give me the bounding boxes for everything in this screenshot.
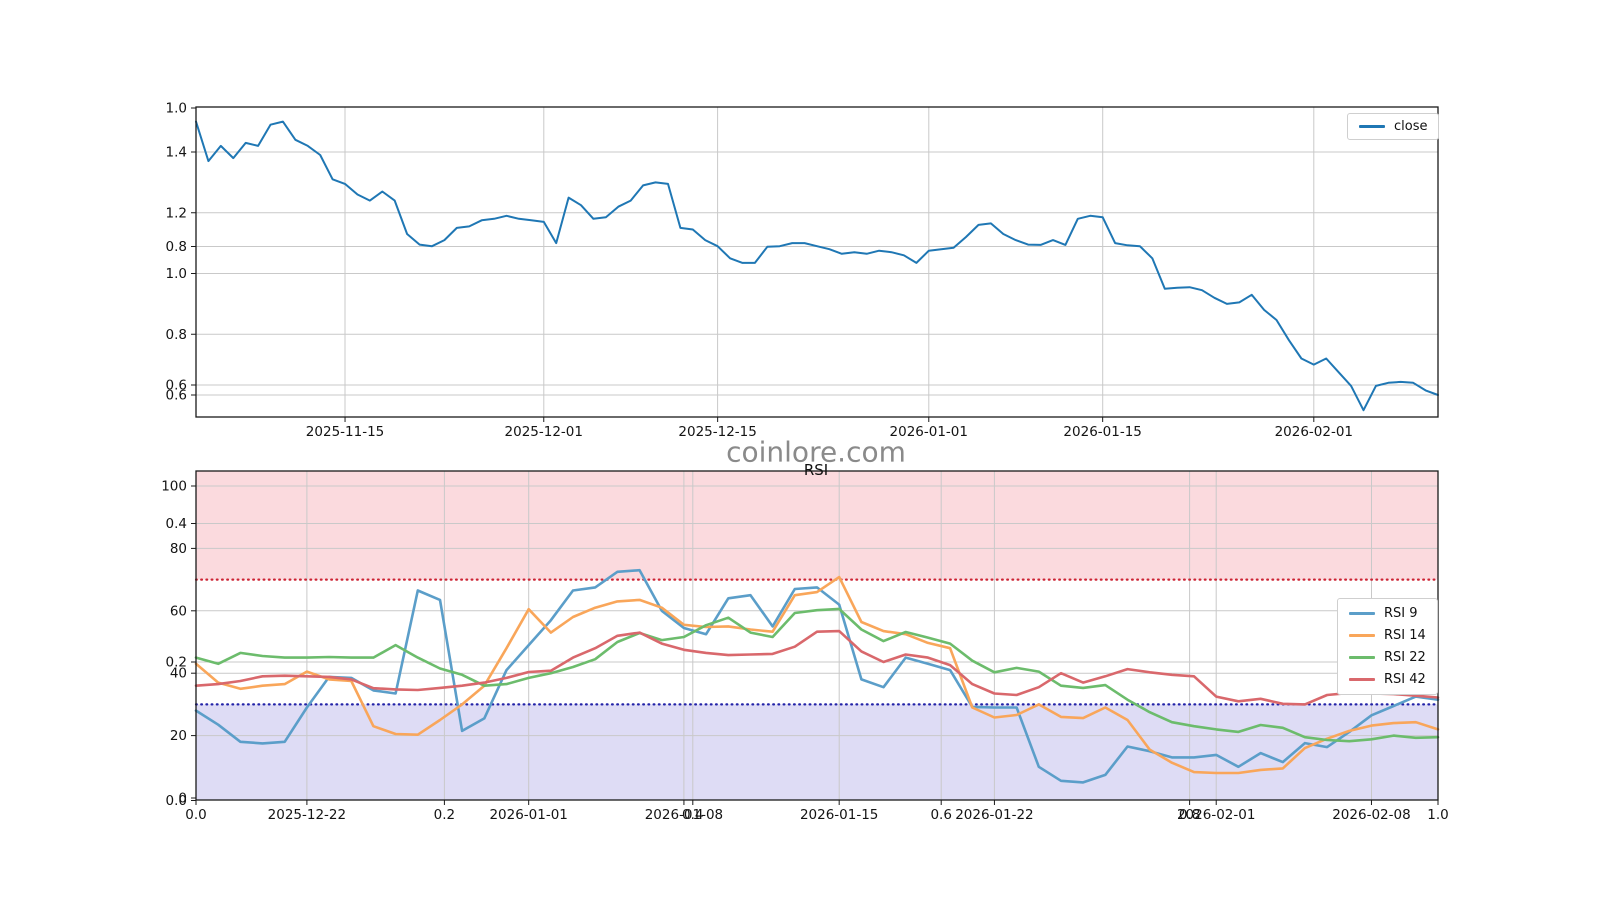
x-tick-label: 2026-01-15 <box>800 807 878 823</box>
legend-row: RSI 22 <box>1349 650 1426 665</box>
x-tick-label: 0.2 <box>434 807 455 823</box>
legend-label: RSI 22 <box>1384 650 1426 665</box>
x-tick-label: 2026-01-22 <box>955 807 1033 823</box>
rsi-22-line <box>194 607 1440 743</box>
x-tick-label: 1.0 <box>1427 807 1448 823</box>
y-tick-label: 0.8 <box>166 239 187 255</box>
x-tick-label: 2025-12-01 <box>505 424 583 440</box>
x-tick-label: 0.8 <box>1179 807 1200 823</box>
price-chart-frame <box>195 106 1439 418</box>
y-tick-label: 0 <box>178 791 187 807</box>
legend-label: RSI 9 <box>1384 606 1418 621</box>
x-tick-label: 2026-02-08 <box>1332 807 1410 823</box>
rsi-14-line <box>194 575 1440 775</box>
rsi-42-line <box>194 629 1440 706</box>
y-tick-label: 0.6 <box>166 378 187 394</box>
y-tick-label: 60 <box>170 603 187 619</box>
x-tick-label: 2026-01-01 <box>489 807 567 823</box>
x-tick-label: 2026-01-01 <box>890 424 968 440</box>
y-tick-label: 0.6 <box>166 388 187 404</box>
rsi-chart-title: RSI <box>803 461 829 479</box>
x-tick-label: 2025-11-15 <box>306 424 384 440</box>
rsi-9-line-sample <box>1349 612 1375 615</box>
y-tick-label: 80 <box>170 541 187 557</box>
x-tick-label: 2026-02-01 <box>1177 807 1255 823</box>
y-tick-label: 0.2 <box>166 655 187 671</box>
price-chart-legend: close <box>1347 113 1440 140</box>
rsi-chart-legend: RSI 9 RSI 14 RSI 22 RSI 42 <box>1337 598 1438 695</box>
y-tick-label: 20 <box>170 728 187 744</box>
rsi-42-line-sample <box>1349 678 1375 681</box>
rsi-14-line-sample <box>1349 634 1375 637</box>
x-tick-label: 2025-12-22 <box>268 807 346 823</box>
watermark: coinlore.com <box>726 435 906 469</box>
rsi-22-line-sample <box>1349 656 1375 659</box>
y-tick-label: 1.0 <box>166 266 187 282</box>
x-tick-label: 0.4 <box>682 807 703 823</box>
y-tick-label: 0.4 <box>166 516 187 532</box>
x-tick-label: 0.0 <box>185 807 206 823</box>
x-tick-label: 0.6 <box>930 807 951 823</box>
x-tick-label: 2026-01-08 <box>645 807 723 823</box>
legend-row: RSI 14 <box>1349 628 1426 643</box>
rsi-chart-frame <box>195 470 1439 801</box>
x-tick-label: 2026-02-01 <box>1275 424 1353 440</box>
x-tick-label: 2026-01-15 <box>1063 424 1141 440</box>
close-line <box>195 120 1439 412</box>
y-tick-label: 40 <box>170 666 187 682</box>
rsi-9-line <box>194 568 1440 784</box>
legend-row: RSI 42 <box>1349 672 1426 687</box>
close-line-sample <box>1359 125 1385 128</box>
legend-row: RSI 9 <box>1349 606 1426 621</box>
y-tick-label: 1.2 <box>166 205 187 221</box>
y-tick-label: 1.4 <box>166 145 187 161</box>
y-tick-label: 1.0 <box>166 101 187 117</box>
y-tick-label: 0.0 <box>166 793 187 809</box>
legend-label: RSI 42 <box>1384 672 1426 687</box>
x-tick-label: 2025-12-15 <box>678 424 756 440</box>
overbought-band <box>196 471 1438 580</box>
oversold-band <box>196 704 1438 800</box>
y-tick-label: 0.8 <box>166 327 187 343</box>
y-tick-label: 100 <box>161 479 187 495</box>
legend-label-close: close <box>1394 119 1428 134</box>
legend-label: RSI 14 <box>1384 628 1426 643</box>
